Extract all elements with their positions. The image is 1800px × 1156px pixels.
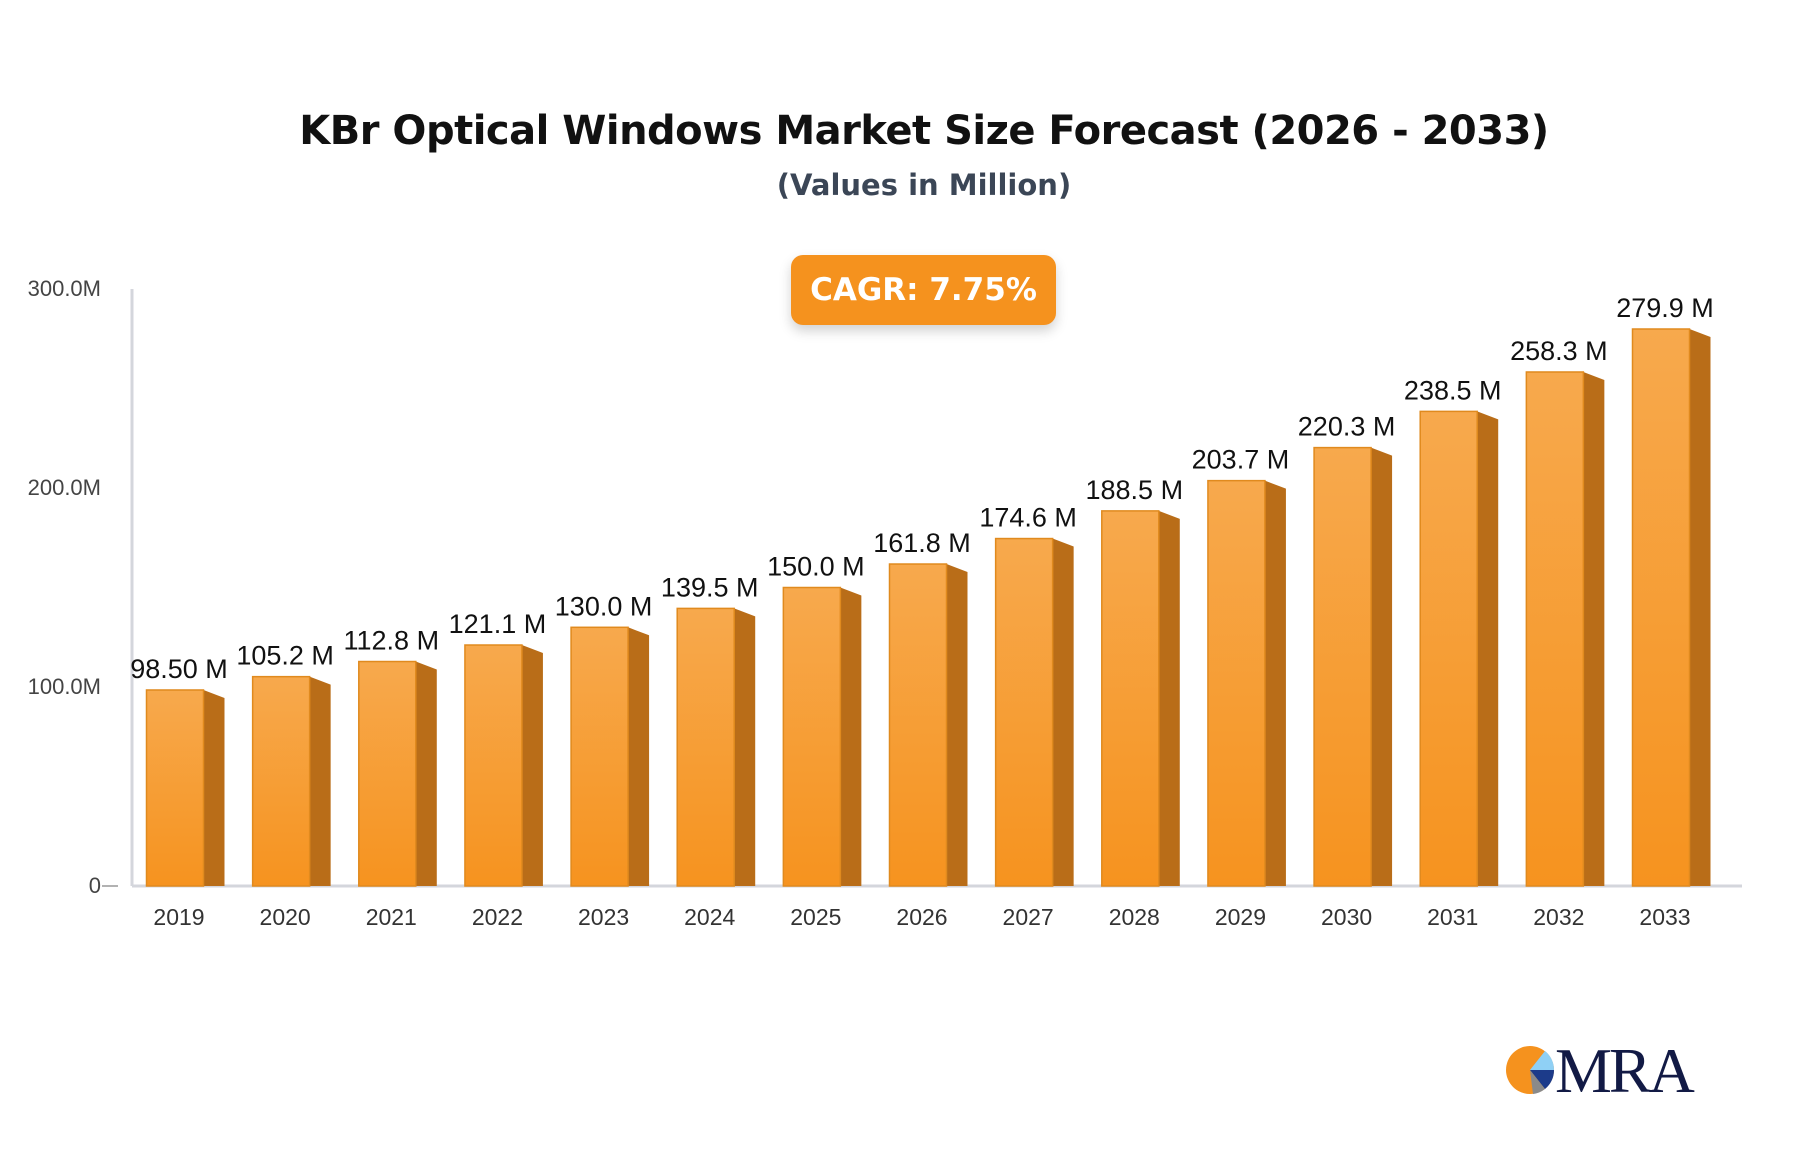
bar-group: 203.7 M 2029 xyxy=(1192,445,1290,930)
bar xyxy=(888,563,948,887)
pie-logo-icon xyxy=(1506,1046,1555,1094)
bar-side xyxy=(946,564,968,886)
bar xyxy=(145,689,205,887)
bar-group: 112.8 M 2021 xyxy=(344,626,440,930)
y-tick-label: 300.0M xyxy=(28,276,101,301)
data-label: 220.3 M xyxy=(1298,412,1396,442)
bar-group: 161.8 M 2026 xyxy=(873,528,971,930)
bar xyxy=(1313,446,1372,887)
bar-side xyxy=(1158,510,1180,886)
x-tick-label: 2019 xyxy=(153,904,204,930)
bar-side xyxy=(734,608,756,886)
x-tick-label: 2024 xyxy=(684,904,735,930)
bar xyxy=(251,675,311,887)
chart-subtitle: (Values in Million) xyxy=(776,168,1072,202)
bar xyxy=(570,626,629,887)
x-tick-label: 2032 xyxy=(1533,904,1584,930)
x-tick-label: 2029 xyxy=(1215,904,1266,930)
x-tick-label: 2025 xyxy=(790,904,841,930)
bar-side xyxy=(521,645,543,886)
bar-group: 238.5 M 2031 xyxy=(1404,375,1502,930)
x-tick-label: 2030 xyxy=(1321,904,1372,930)
x-tick-label: 2021 xyxy=(366,904,417,930)
bar-group: 220.3 M 2030 xyxy=(1298,412,1396,930)
y-tick-label: 200.0M xyxy=(28,475,101,500)
bar xyxy=(358,660,417,887)
data-label: 279.9 M xyxy=(1616,293,1714,323)
cagr-badge: CAGR: 7.75% xyxy=(791,255,1056,325)
data-label: 258.3 M xyxy=(1510,336,1608,366)
x-tick-label: 2022 xyxy=(472,904,523,930)
x-tick-label: 2033 xyxy=(1639,904,1690,930)
x-tick-label: 2023 xyxy=(578,904,629,930)
x-tick-label: 2026 xyxy=(896,904,947,930)
data-label: 161.8 M xyxy=(873,528,971,558)
data-label: 203.7 M xyxy=(1192,445,1290,475)
bar xyxy=(1525,371,1585,887)
data-label: 150.0 M xyxy=(767,552,865,582)
x-tick-label: 2027 xyxy=(1003,904,1054,930)
bar-group: 258.3 M 2032 xyxy=(1510,336,1608,930)
bar-group: 105.2 M 2020 xyxy=(236,641,334,930)
chart-title: KBr Optical Windows Market Size Forecast… xyxy=(299,108,1549,154)
bar xyxy=(676,607,735,887)
bar-side xyxy=(203,689,225,886)
data-label: 174.6 M xyxy=(979,503,1077,533)
bar-side xyxy=(309,676,331,886)
data-label: 121.1 M xyxy=(449,609,547,639)
bar xyxy=(1631,328,1691,887)
bar-group: 150.0 M 2025 xyxy=(767,552,865,931)
y-tick-label: 100.0M xyxy=(28,674,101,699)
bar-group: 174.6 M 2027 xyxy=(979,503,1077,930)
x-tick-label: 2031 xyxy=(1427,904,1478,930)
bar-group: 188.5 M 2028 xyxy=(1086,475,1184,930)
bar-side xyxy=(1264,480,1286,886)
bar xyxy=(1207,479,1266,887)
bar-side xyxy=(1477,411,1499,886)
bar xyxy=(1101,510,1160,887)
bar-side xyxy=(415,661,437,886)
bar-side xyxy=(1689,328,1711,886)
data-label: 112.8 M xyxy=(344,626,440,656)
data-label: 238.5 M xyxy=(1404,375,1502,405)
logo-text: MRA xyxy=(1555,1035,1695,1106)
bar-group: 98.50 M 2019 xyxy=(130,654,228,930)
bar-group: 139.5 M 2024 xyxy=(661,572,759,930)
bar-side xyxy=(1371,447,1393,886)
data-label: 98.50 M xyxy=(130,654,228,684)
bar xyxy=(782,586,842,887)
bar-group: 121.1 M 2022 xyxy=(449,609,547,930)
data-label: 105.2 M xyxy=(236,641,334,671)
y-tick-label: 0 xyxy=(89,873,101,898)
x-tick-label: 2028 xyxy=(1109,904,1160,930)
bar-side xyxy=(628,627,650,886)
bar-side xyxy=(1052,538,1074,886)
bar-group: 130.0 M 2023 xyxy=(555,591,653,930)
bar xyxy=(1419,410,1478,887)
bar-side xyxy=(840,587,862,886)
x-tick-label: 2020 xyxy=(260,904,311,930)
bar xyxy=(994,537,1054,887)
data-label: 139.5 M xyxy=(661,572,759,602)
bar-group: 279.9 M 2033 xyxy=(1616,293,1714,930)
bar xyxy=(464,644,523,887)
mra-logo: MRA xyxy=(1505,1035,1705,1106)
bar-side xyxy=(1583,371,1605,886)
data-label: 188.5 M xyxy=(1086,475,1184,505)
data-label: 130.0 M xyxy=(555,591,653,621)
